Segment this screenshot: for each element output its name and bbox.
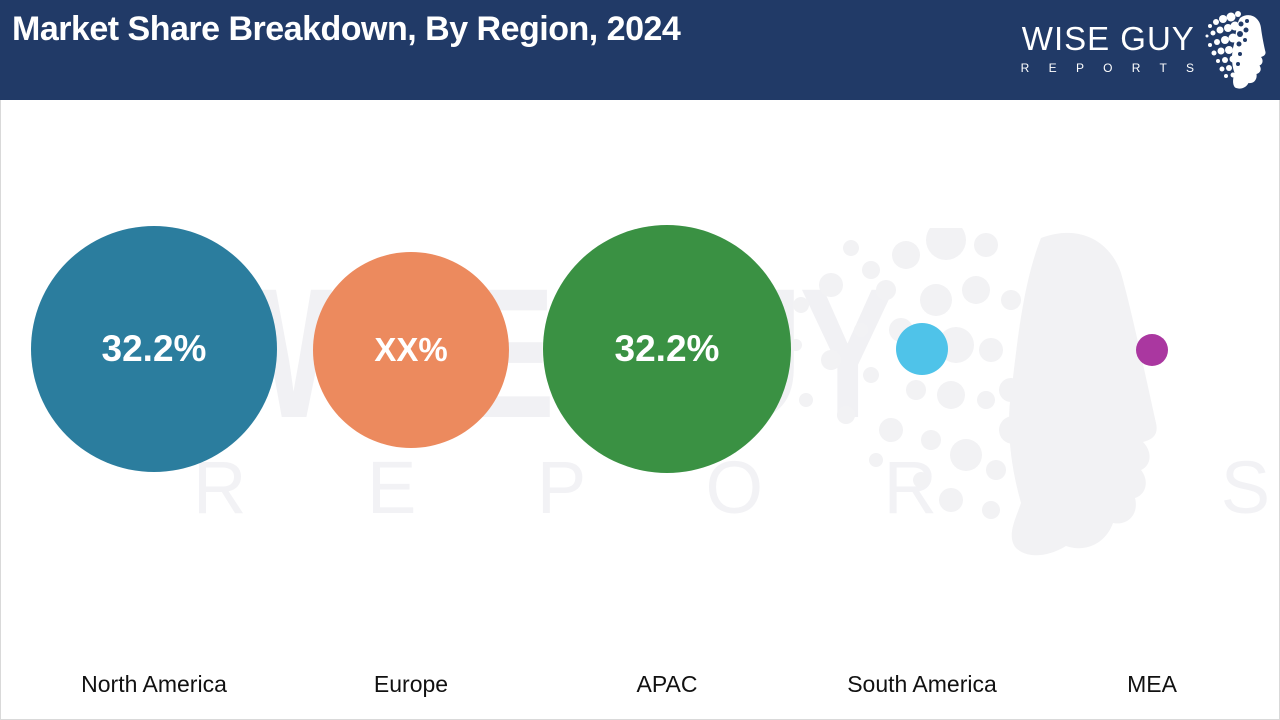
category-label-mea: MEA bbox=[1127, 671, 1177, 697]
bubble-europe: XX% bbox=[313, 252, 509, 448]
bubble-south-america bbox=[896, 323, 948, 375]
category-label-apac: APAC bbox=[636, 671, 698, 697]
category-label-south-america: South America bbox=[847, 671, 997, 697]
category-label-north-america: North America bbox=[81, 671, 227, 697]
header: Market Share Breakdown, By Region, 2024 … bbox=[0, 0, 1280, 100]
watermark-head-graphic bbox=[791, 228, 1157, 556]
logo-wordmark: WISE GUY R E P O R T S bbox=[1015, 20, 1202, 75]
bubble-value-label: XX% bbox=[374, 331, 448, 368]
bubble-north-america: 32.2% bbox=[31, 226, 277, 472]
wise-guy-logo: WISE GUY R E P O R T S bbox=[1012, 6, 1268, 96]
chart-area: WISE GUY R E P O R T S 32.2% bbox=[0, 100, 1280, 720]
page-title: Market Share Breakdown, By Region, 2024 bbox=[12, 10, 681, 48]
bubble-mea bbox=[1136, 334, 1168, 366]
logo-subtitle-text: R E P O R T S bbox=[1020, 61, 1202, 75]
bubble-value-label: 32.2% bbox=[614, 328, 720, 369]
logo-head-icon bbox=[1205, 11, 1266, 89]
category-label-europe: Europe bbox=[373, 671, 449, 697]
bubble-value-label: 32.2% bbox=[101, 328, 207, 369]
logo-wordmark-text: WISE GUY bbox=[1021, 20, 1195, 57]
bubble-apac: 32.2% bbox=[543, 225, 791, 473]
